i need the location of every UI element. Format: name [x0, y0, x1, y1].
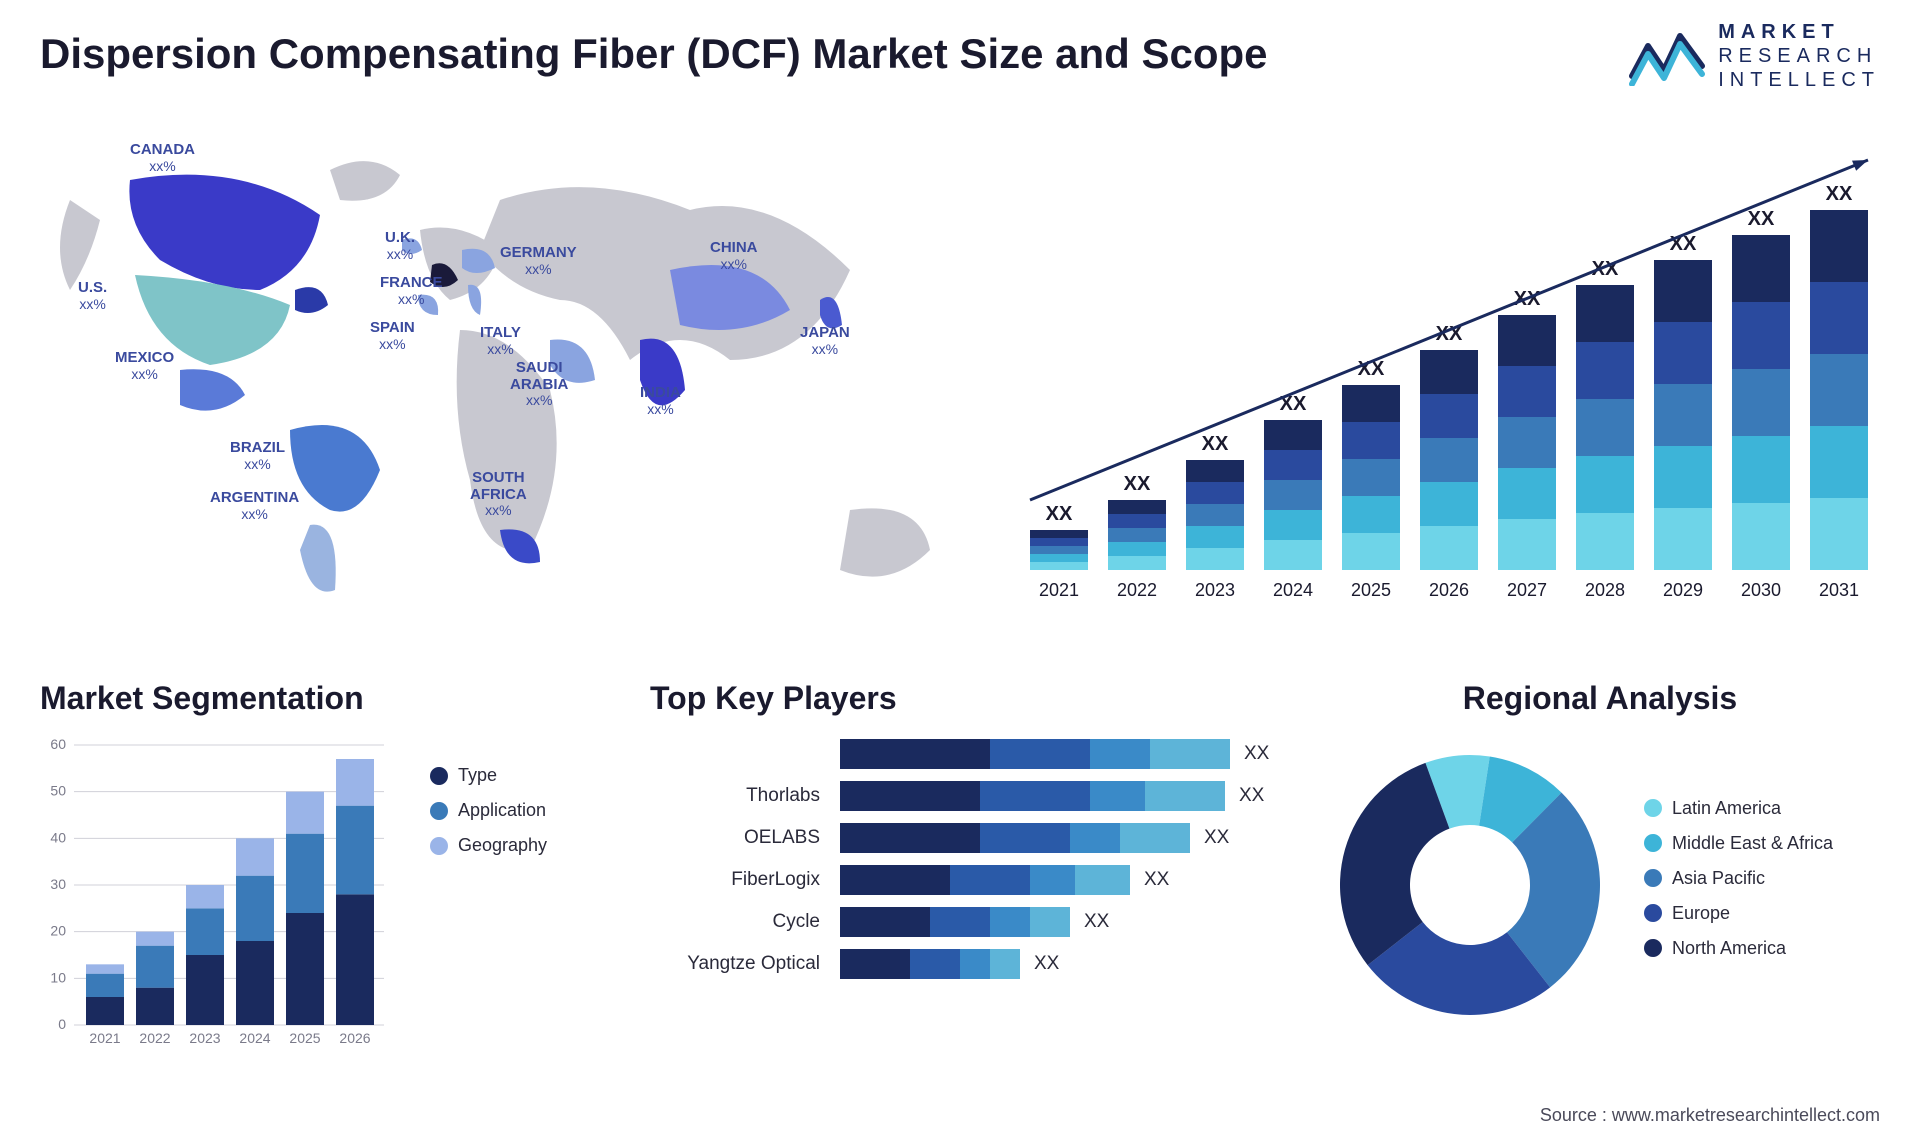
svg-text:0: 0	[58, 1016, 66, 1032]
map-label: BRAZILxx%	[230, 440, 285, 473]
legend-item: Asia Pacific	[1644, 868, 1833, 889]
page-title: Dispersion Compensating Fiber (DCF) Mark…	[40, 30, 1268, 78]
svg-text:2028: 2028	[1585, 580, 1625, 600]
svg-text:2022: 2022	[1117, 580, 1157, 600]
svg-text:2021: 2021	[89, 1030, 120, 1046]
svg-text:XX: XX	[1046, 503, 1073, 525]
regional-donut-svg	[1320, 735, 1620, 1035]
map-label: U.K.xx%	[385, 230, 415, 263]
logo-line1: MARKET	[1718, 20, 1880, 44]
svg-text:2024: 2024	[1273, 580, 1313, 600]
svg-text:2021: 2021	[1039, 580, 1079, 600]
brand-logo: MARKET RESEARCH INTELLECT	[1628, 20, 1880, 92]
map-label: GERMANYxx%	[500, 245, 577, 278]
key-players-title: Top Key Players	[650, 680, 1270, 717]
svg-text:2026: 2026	[1429, 580, 1469, 600]
map-label: ITALYxx%	[480, 325, 521, 358]
player-row: CycleXX	[650, 907, 1270, 937]
svg-text:2024: 2024	[239, 1030, 270, 1046]
segmentation-section: Market Segmentation 0 10 20 30 40 50 60 2021 202…	[40, 680, 600, 1055]
svg-text:2029: 2029	[1663, 580, 1703, 600]
svg-text:2023: 2023	[189, 1030, 220, 1046]
svg-text:XX: XX	[1826, 183, 1853, 205]
svg-text:2025: 2025	[1351, 580, 1391, 600]
map-label: CANADAxx%	[130, 142, 195, 175]
legend-item: Type	[430, 765, 547, 786]
player-row: OELABSXX	[650, 823, 1270, 853]
map-label: U.S.xx%	[78, 280, 107, 313]
key-players-chart: XX ThorlabsXX OELABSXX FiberLogixXX CycleXX Y…	[650, 739, 1270, 979]
svg-text:2026: 2026	[339, 1030, 370, 1046]
map-label: INDIAxx%	[640, 385, 681, 418]
player-row: ThorlabsXX	[650, 781, 1270, 811]
world-map: CANADAxx% U.S.xx% MEXICOxx% BRAZILxx% ARGENT…	[30, 130, 950, 610]
growth-chart-svg: XX2021XX2022XX2023XX2024XX2025XX2026XX20…	[1010, 130, 1880, 610]
svg-text:2027: 2027	[1507, 580, 1547, 600]
svg-text:40: 40	[50, 829, 66, 845]
player-row: Yangtze OpticalXX	[650, 949, 1270, 979]
legend-item: Middle East & Africa	[1644, 833, 1833, 854]
svg-text:2022: 2022	[139, 1030, 170, 1046]
map-label: SPAINxx%	[370, 320, 415, 353]
svg-text:50: 50	[50, 783, 66, 799]
map-label: JAPANxx%	[800, 325, 850, 358]
map-label: SOUTHAFRICAxx%	[470, 470, 527, 520]
svg-text:XX: XX	[1124, 473, 1151, 495]
svg-text:2025: 2025	[289, 1030, 320, 1046]
legend-item: Europe	[1644, 903, 1833, 924]
key-players-section: Top Key Players XX ThorlabsXX OELABSXX Fibe…	[650, 680, 1270, 991]
svg-text:2023: 2023	[1195, 580, 1235, 600]
segmentation-title: Market Segmentation	[40, 680, 600, 717]
legend-item: North America	[1644, 938, 1833, 959]
logo-line2: RESEARCH	[1718, 44, 1880, 68]
map-label: SAUDIARABIAxx%	[510, 360, 568, 410]
source-attribution: Source : www.marketresearchintellect.com	[1540, 1105, 1880, 1126]
segmentation-chart-svg: 0 10 20 30 40 50 60 2021 2022 2023 2024 2025 2026	[40, 735, 400, 1055]
logo-line3: INTELLECT	[1718, 68, 1880, 92]
svg-text:20: 20	[50, 923, 66, 939]
segmentation-legend: Type Application Geography	[430, 765, 547, 870]
map-label: CHINAxx%	[710, 240, 758, 273]
growth-forecast-chart: XX2021XX2022XX2023XX2024XX2025XX2026XX20…	[1010, 130, 1880, 610]
legend-item: Application	[430, 800, 547, 821]
regional-section: Regional Analysis Latin America Middle Ea…	[1320, 680, 1880, 1035]
regional-legend: Latin America Middle East & Africa Asia Pa…	[1644, 798, 1833, 973]
svg-text:10: 10	[50, 969, 66, 985]
svg-text:60: 60	[50, 736, 66, 752]
player-row: FiberLogixXX	[650, 865, 1270, 895]
map-label: MEXICOxx%	[115, 350, 174, 383]
logo-mark-icon	[1628, 26, 1706, 86]
map-label: ARGENTINAxx%	[210, 490, 299, 523]
svg-text:XX: XX	[1748, 208, 1775, 230]
regional-title: Regional Analysis	[1320, 680, 1880, 717]
map-label: FRANCExx%	[380, 275, 443, 308]
player-row: XX	[650, 739, 1270, 769]
legend-item: Geography	[430, 835, 547, 856]
svg-text:2031: 2031	[1819, 580, 1859, 600]
svg-text:XX: XX	[1202, 433, 1229, 455]
legend-item: Latin America	[1644, 798, 1833, 819]
svg-text:2030: 2030	[1741, 580, 1781, 600]
svg-text:30: 30	[50, 876, 66, 892]
